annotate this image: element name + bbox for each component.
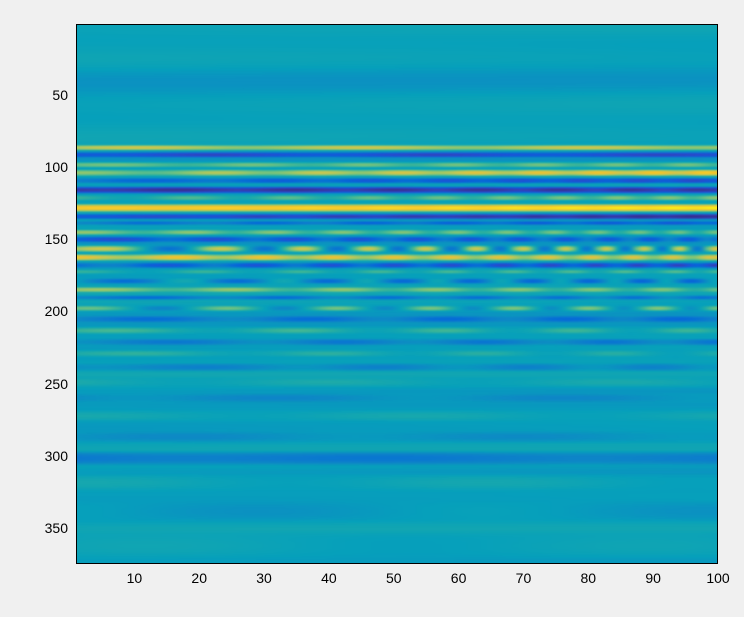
y-tick-label: 350 xyxy=(45,520,68,536)
x-tick-label: 70 xyxy=(516,570,532,586)
x-tick-label: 80 xyxy=(581,570,597,586)
y-tick-label: 200 xyxy=(45,303,68,319)
figure: 50 100 150 200 250 300 350 10 20 30 40 50 60 70 80 90 10… xyxy=(0,0,744,617)
x-tick-label: 10 xyxy=(127,570,143,586)
y-tick-label: 300 xyxy=(45,448,68,464)
heatmap-axes xyxy=(76,24,718,564)
x-tick-label: 30 xyxy=(256,570,272,586)
heatmap-canvas xyxy=(77,25,717,563)
x-tick-label: 100 xyxy=(706,570,729,586)
x-tick-label: 60 xyxy=(451,570,467,586)
y-tick-label: 100 xyxy=(45,159,68,175)
x-tick-label: 90 xyxy=(645,570,661,586)
y-tick-label: 150 xyxy=(45,231,68,247)
x-tick-label: 20 xyxy=(191,570,207,586)
x-tick-label: 40 xyxy=(321,570,337,586)
y-tick-label: 50 xyxy=(52,87,68,103)
x-tick-label: 50 xyxy=(386,570,402,586)
y-tick-label: 250 xyxy=(45,376,68,392)
